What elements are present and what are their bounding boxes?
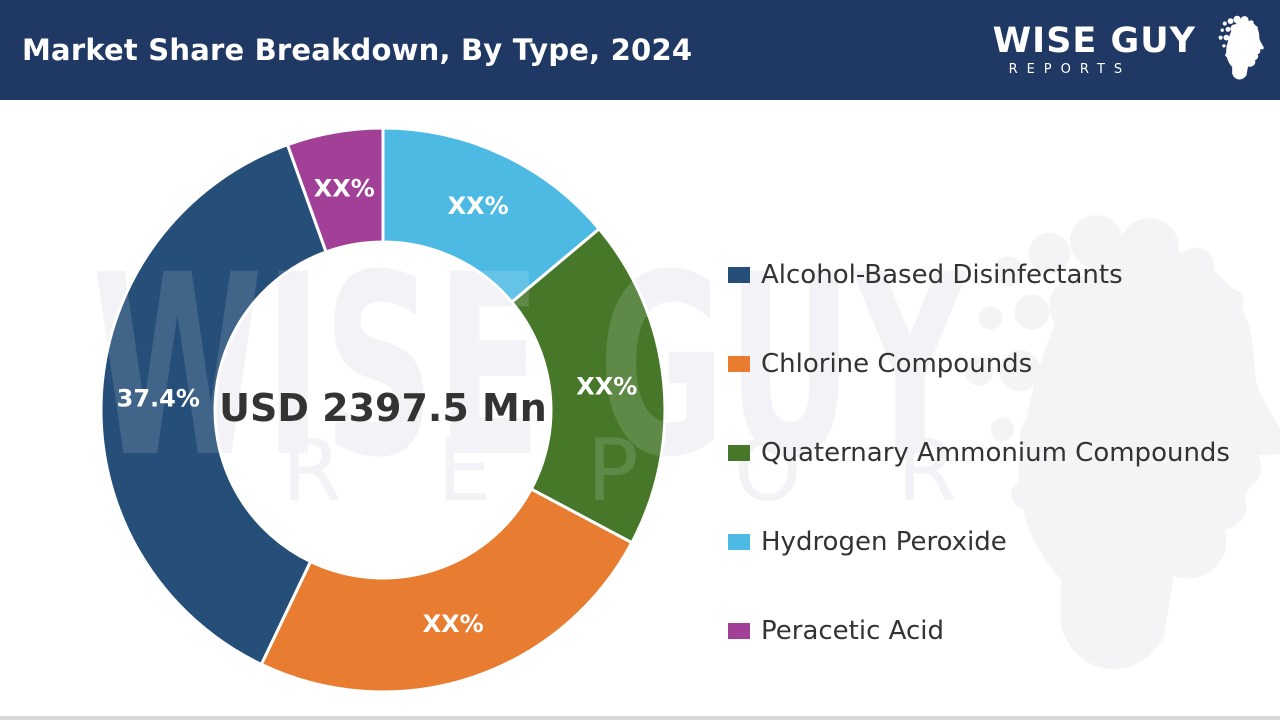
slice-percent-label: 37.4% <box>117 385 200 413</box>
brand-subtext: REPORTS <box>1008 62 1132 77</box>
slice-percent-label: XX% <box>448 192 509 220</box>
legend-label: Chlorine Compounds <box>761 348 1033 379</box>
donut-center-value: USD 2397.5 Mn <box>219 386 547 430</box>
legend-item: Alcohol-Based Disinfectants <box>728 230 1230 319</box>
legend: Alcohol-Based Disinfectants Chlorine Comp… <box>728 230 1230 675</box>
legend-item: Peracetic Acid <box>728 586 1230 675</box>
legend-swatch <box>728 355 750 372</box>
legend-item: Chlorine Compounds <box>728 319 1230 408</box>
legend-item: Quaternary Ammonium Compounds <box>728 408 1230 497</box>
page-title: Market Share Breakdown, By Type, 2024 <box>22 33 693 67</box>
legend-swatch <box>728 444 750 461</box>
bottom-border <box>0 716 1280 720</box>
pie-slice <box>285 126 385 254</box>
brand-wordmark: WISE GUY <box>992 21 1196 61</box>
slice-percent-label: XX% <box>576 373 637 401</box>
legend-item: Hydrogen Peroxide <box>728 497 1230 586</box>
brand-face-icon <box>1218 15 1264 80</box>
legend-swatch <box>728 266 750 283</box>
brand-logo: WISE GUY REPORTS <box>993 8 1266 92</box>
legend-label: Alcohol-Based Disinfectants <box>761 259 1123 290</box>
legend-swatch <box>728 533 750 550</box>
slice-percent-label: XX% <box>314 174 375 202</box>
legend-label: Quaternary Ammonium Compounds <box>761 437 1230 468</box>
slice-percent-label: XX% <box>423 610 484 638</box>
legend-label: Peracetic Acid <box>761 615 944 646</box>
pie-slice <box>381 126 601 304</box>
header-bar: Market Share Breakdown, By Type, 2024 WI… <box>0 0 1280 100</box>
legend-swatch <box>728 622 750 639</box>
brand-text: WISE GUY REPORTS <box>993 23 1196 77</box>
legend-label: Hydrogen Peroxide <box>761 526 1007 557</box>
pie-slice <box>259 487 634 694</box>
